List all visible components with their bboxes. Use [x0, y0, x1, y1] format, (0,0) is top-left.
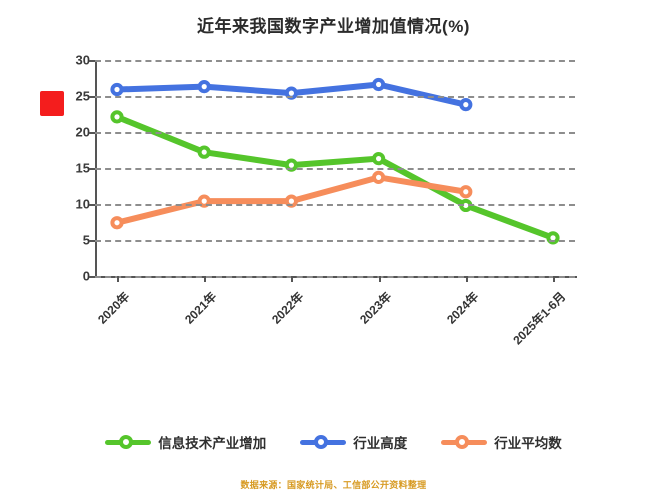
gridline — [95, 60, 575, 62]
gridline — [95, 168, 575, 170]
y-axis-tick-25: 25 — [75, 88, 90, 104]
data-point-2-0[interactable] — [110, 216, 124, 230]
legend-marker-icon — [300, 434, 347, 450]
chart-title: 近年来我国数字产业增加值情况(%) — [197, 17, 470, 36]
data-point-0-3[interactable] — [372, 152, 386, 166]
series-lines — [110, 77, 560, 245]
gridline — [95, 240, 575, 242]
x-axis-label-2: 2022年 — [269, 289, 307, 327]
gridline — [95, 204, 575, 206]
y-axis-tick-20: 20 — [75, 124, 90, 140]
data-point-2-4[interactable] — [459, 185, 473, 199]
y-axis-tick-0: 0 — [82, 268, 90, 284]
gridline — [95, 132, 575, 134]
legend-label-0: 信息技术产业增加 — [158, 436, 267, 451]
y-axis-tickmark — [89, 96, 95, 98]
series-line-0 — [114, 113, 556, 241]
gridline — [95, 276, 575, 278]
legend-item-0[interactable]: 信息技术产业增加 — [105, 432, 266, 452]
data-point-1-3[interactable] — [372, 77, 386, 92]
x-axis-tickmark — [465, 276, 468, 282]
legend-marker-icon — [441, 434, 488, 450]
y-axis-tick-10: 10 — [75, 196, 90, 212]
legend-marker-icon — [105, 434, 152, 450]
data-point-1-4[interactable] — [459, 98, 473, 112]
y-axis-tickmark — [89, 204, 95, 206]
legend-item-2[interactable]: 行业平均数 — [441, 432, 562, 452]
data-point-2-3[interactable] — [372, 170, 386, 184]
y-axis-highlight-marker — [40, 91, 64, 116]
data-point-1-1[interactable] — [197, 80, 211, 94]
x-axis-label-4: 2024年 — [443, 289, 482, 327]
data-point-0-1[interactable] — [197, 145, 211, 159]
y-axis-tickmark — [89, 60, 95, 62]
y-axis-tick-labels: 30 25 20 15 10 5 0 — [50, 53, 90, 284]
y-axis-tickmark — [89, 276, 95, 278]
plot-area — [95, 60, 575, 278]
chart-caption: 数据来源：国家统计局、工信部公开资料整理 — [240, 480, 427, 490]
y-axis-tickmark — [89, 240, 95, 242]
x-axis-tickmark — [378, 276, 381, 282]
data-point-1-0[interactable] — [110, 82, 124, 97]
legend-label-1: 行业高度 — [353, 436, 408, 451]
x-axis-label-5: 2025年1-6月 — [510, 289, 569, 348]
legend-label-2: 行业平均数 — [494, 436, 562, 451]
x-axis-tickmark — [204, 276, 207, 282]
x-axis-tickmark — [553, 276, 555, 282]
x-axis-label-3: 2023年 — [356, 289, 394, 327]
data-point-0-0[interactable] — [110, 110, 124, 124]
y-axis-tick-15: 15 — [75, 160, 90, 176]
x-axis-tickmark — [117, 276, 119, 282]
x-axis-label-1: 2021年 — [182, 289, 220, 327]
y-axis-tick-30: 30 — [75, 52, 90, 68]
legend-item-1[interactable]: 行业高度 — [300, 432, 407, 452]
y-axis-tick-5: 5 — [82, 232, 90, 248]
y-axis-tickmark — [89, 168, 95, 170]
x-axis-tickmark — [291, 276, 294, 282]
y-axis-tickmark — [89, 132, 95, 134]
gridline — [95, 96, 575, 98]
x-axis-label-0: 2020年 — [95, 289, 133, 327]
chart-legend: 信息技术产业增加 行业高度 行业平均数 — [0, 432, 667, 452]
